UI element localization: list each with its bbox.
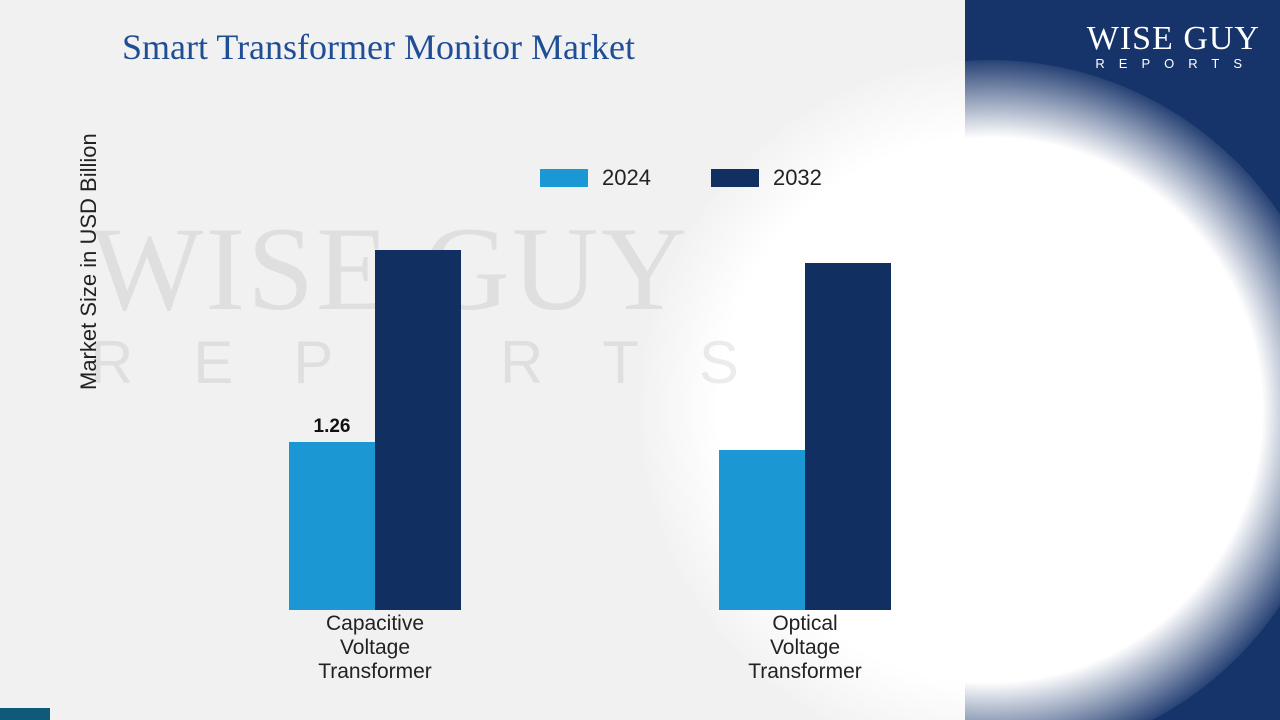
bar-value-label: 1.26 [289, 416, 375, 438]
bottom-accent-bar [0, 708, 50, 720]
legend-swatch-2032 [711, 169, 759, 187]
bar [289, 442, 375, 610]
bar [719, 450, 805, 610]
category-label-0: CapacitiveVoltageTransformer [275, 612, 475, 684]
category-label-1: OpticalVoltageTransformer [705, 612, 905, 684]
bar [805, 263, 891, 610]
legend-label-2032: 2032 [773, 165, 822, 191]
brand-line1: WISE GUY [1087, 20, 1260, 58]
y-axis-label: Market Size in USD Billion [76, 133, 102, 390]
legend-item-2032: 2032 [711, 165, 822, 191]
chart-title: Smart Transformer Monitor Market [122, 26, 635, 68]
canvas: WISE GUY REPORTS WISE GUY REPORTS Smart … [0, 0, 1280, 720]
bar [375, 250, 461, 610]
brand-logo: WISE GUY REPORTS [1087, 20, 1260, 71]
legend-swatch-2024 [540, 169, 588, 187]
plot-area: 1.26 [130, 210, 910, 610]
legend: 2024 2032 [540, 165, 822, 191]
legend-label-2024: 2024 [602, 165, 651, 191]
legend-item-2024: 2024 [540, 165, 651, 191]
brand-line2: REPORTS [1087, 56, 1260, 71]
